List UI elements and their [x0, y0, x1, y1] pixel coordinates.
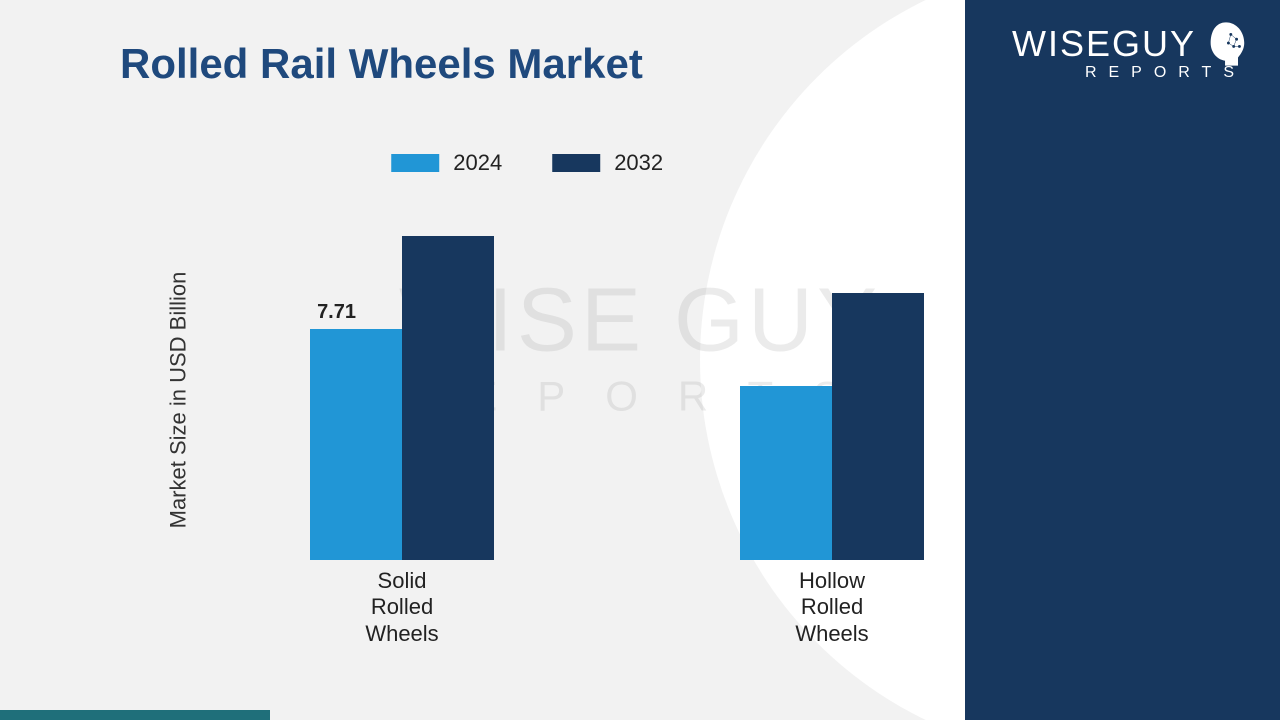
legend-swatch-2024 [391, 154, 439, 172]
bottom-accent-bar [0, 710, 270, 720]
right-panel [965, 0, 1280, 720]
bar [402, 236, 494, 560]
bar [740, 386, 832, 560]
legend-label-2032: 2032 [614, 150, 663, 176]
legend-item-2024: 2024 [391, 150, 502, 176]
brand-sub: REPORTS [1012, 64, 1250, 82]
legend: 2024 2032 [391, 150, 663, 176]
legend-item-2032: 2032 [552, 150, 663, 176]
legend-label-2024: 2024 [453, 150, 502, 176]
bar-group: 7.71SolidRolledWheels [310, 236, 494, 560]
bar [832, 293, 924, 560]
bar-value-label: 7.71 [317, 301, 356, 324]
canvas: WISEGUY REPORTS WISE GUY [0, 0, 1280, 720]
brand-head-icon [1202, 20, 1250, 68]
plot-area: 7.71SolidRolledWheels HollowRolledWheels [150, 200, 940, 560]
category-label: HollowRolledWheels [762, 560, 902, 647]
brand-logo: WISEGUY REPORTS [1012, 20, 1250, 82]
bar: 7.71 [310, 329, 402, 560]
category-label: SolidRolledWheels [332, 560, 472, 647]
page-title: Rolled Rail Wheels Market [120, 40, 643, 88]
chart: Market Size in USD Billion 2024 2032 7.7… [60, 150, 940, 650]
legend-swatch-2032 [552, 154, 600, 172]
brand-name: WISEGUY [1012, 23, 1196, 65]
bar-group: HollowRolledWheels [740, 293, 924, 560]
